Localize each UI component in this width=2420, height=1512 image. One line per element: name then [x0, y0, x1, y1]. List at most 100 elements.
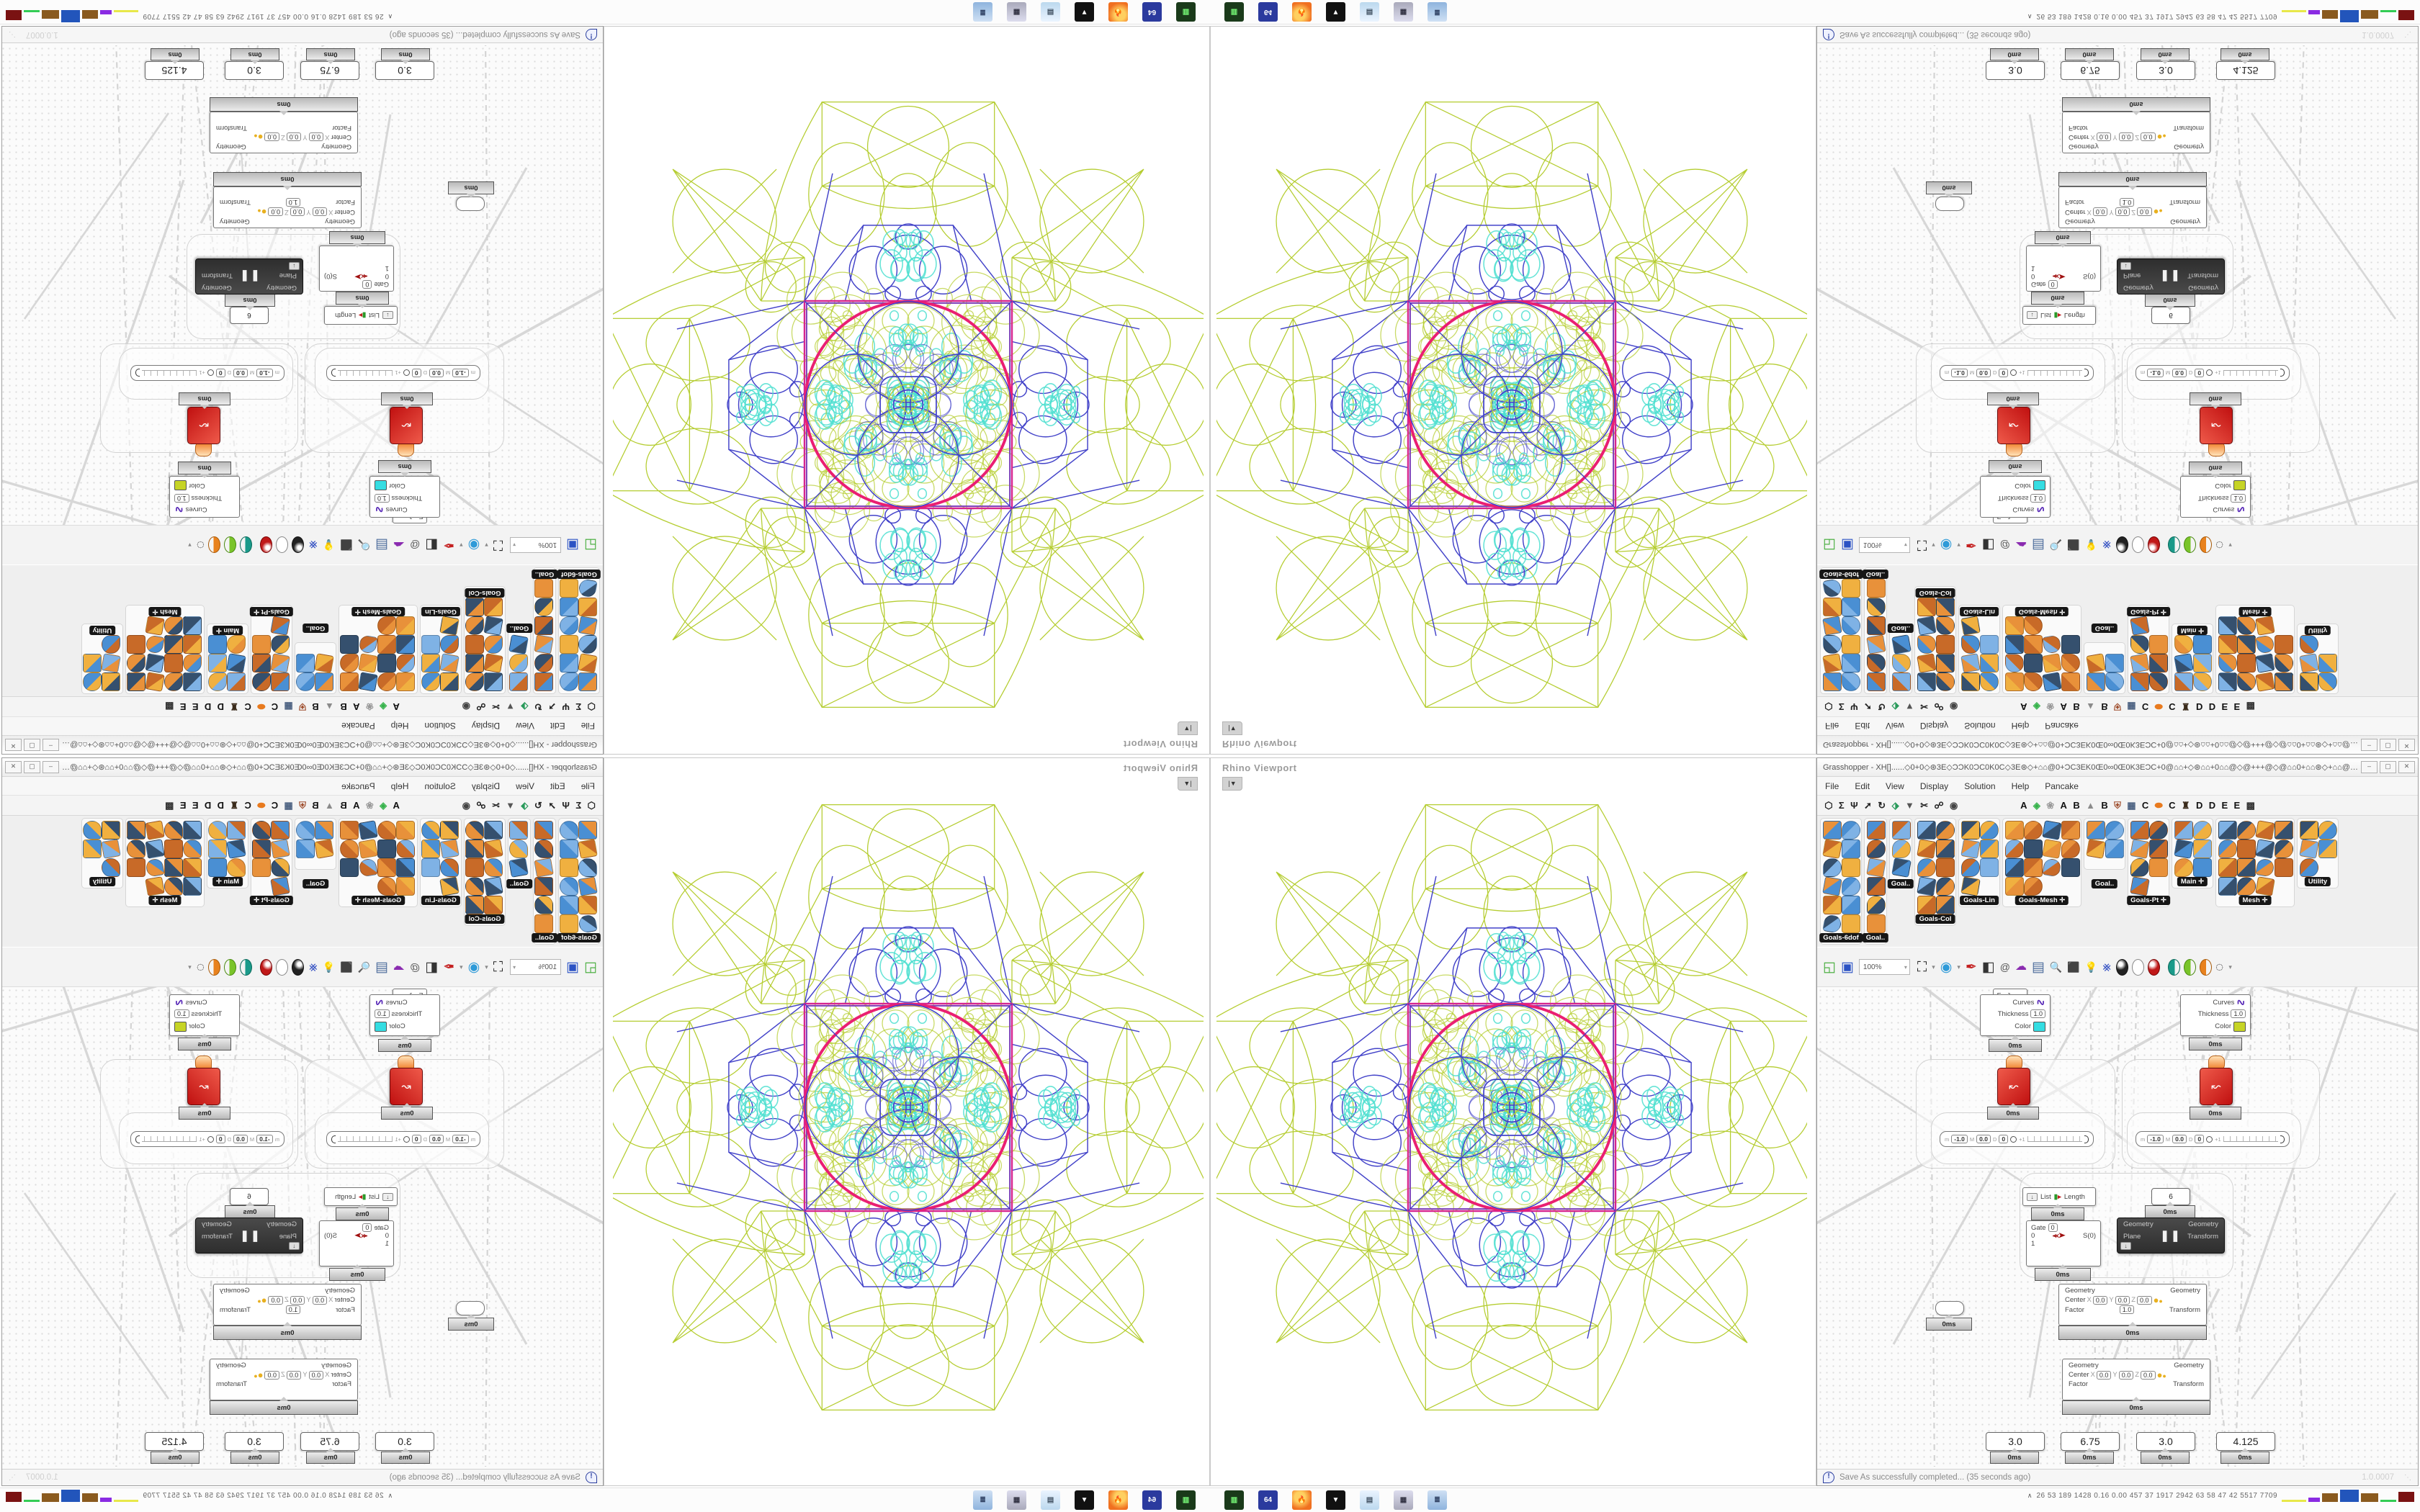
component-icon[interactable] — [421, 654, 440, 672]
component-icon[interactable] — [296, 672, 315, 691]
tab-curve[interactable]: ↻ — [1878, 800, 1886, 811]
component-icon[interactable] — [227, 858, 246, 877]
tab-plugin-c1[interactable]: C — [2141, 800, 2149, 811]
component-icon[interactable] — [102, 635, 120, 654]
display-mode-bean-icon[interactable] — [275, 958, 288, 976]
group-select-icon[interactable]: ◌ — [2215, 537, 2224, 553]
tab-plugin-checker[interactable]: ▩ — [2246, 701, 2255, 712]
tab-plugin-a2[interactable]: A — [353, 800, 360, 811]
tab-intersect[interactable]: ✂ — [491, 800, 500, 811]
sketch-pen-icon[interactable]: ✒ — [443, 959, 455, 975]
component-icon[interactable] — [2237, 840, 2256, 858]
maximize-button[interactable]: ▢ — [24, 761, 40, 773]
rhino-viewport[interactable]: Rhino Viewport |▼ — [1210, 26, 1816, 755]
taskbar-icon-notepad[interactable]: ▤ — [1041, 1490, 1060, 1510]
component-icon[interactable] — [1936, 877, 1955, 896]
menu-view[interactable]: View — [516, 721, 534, 732]
tab-mesh[interactable]: ▼ — [1904, 701, 1914, 712]
group-select-icon[interactable]: ◌ — [2215, 959, 2224, 975]
rhino-viewport[interactable]: Rhino Viewport |▼ — [604, 26, 1210, 755]
error-component[interactable]: ↜ — [1997, 407, 2030, 444]
tab-plugin-a2[interactable]: A — [353, 701, 360, 712]
viewport-collapse-button[interactable]: |▼ — [1222, 777, 1242, 791]
color-swatch[interactable] — [2033, 480, 2045, 491]
palette-group-label[interactable]: Goal.. — [506, 879, 533, 888]
component-icon[interactable] — [439, 653, 460, 673]
component-icon[interactable] — [315, 821, 333, 840]
grasshopper-titlebar[interactable]: Grasshopper - XH[]......◇0+0◇⊛3E◇ƆƆK0ƆC0… — [2, 758, 603, 777]
slider-knob[interactable] — [403, 1135, 410, 1143]
component-icon[interactable] — [2061, 840, 2080, 858]
component-icon[interactable] — [1960, 653, 1981, 673]
tab-plugin-mountain[interactable]: ▲ — [325, 800, 334, 811]
component-icon[interactable] — [439, 839, 460, 859]
menu-help[interactable]: Help — [390, 721, 409, 732]
slider-knob[interactable] — [403, 369, 410, 377]
component-icon[interactable] — [483, 876, 503, 896]
taskbar-icon-rhino-black[interactable]: ▼ — [1075, 2, 1094, 22]
component-icon[interactable] — [1917, 635, 1936, 654]
orient-component[interactable]: Geometry Geometry Plane Transform ❚❚ ↓ — [2117, 258, 2225, 294]
quality-bean-icon[interactable] — [207, 536, 220, 554]
cluster-icon[interactable]: ◧ — [1981, 537, 1995, 553]
package-icon[interactable]: ⬛ — [2067, 539, 2080, 551]
component-icon[interactable] — [2174, 839, 2194, 859]
package-icon[interactable]: ⬛ — [340, 961, 353, 973]
component-icon[interactable] — [83, 654, 102, 672]
taskbar-icon-script-blue[interactable]: ≣ — [1428, 1490, 1447, 1510]
tab-maths[interactable]: Σ — [1838, 800, 1845, 811]
tab-plugin-a1[interactable]: A — [393, 701, 400, 712]
tab-plugin-a1[interactable]: A — [2020, 800, 2027, 811]
palette-group-label[interactable]: Goals-6dof — [557, 570, 601, 579]
tab-plugin-shield[interactable]: ⛨ — [2114, 701, 2121, 712]
open-file-icon[interactable]: ◱ — [1823, 537, 1836, 553]
component-icon[interactable] — [1867, 821, 1886, 840]
component-icon[interactable] — [1980, 635, 1999, 654]
component-icon[interactable] — [421, 858, 440, 877]
display-mode-bean-icon[interactable] — [2132, 958, 2145, 976]
component-icon[interactable] — [2237, 616, 2256, 635]
menu-pancake[interactable]: Pancake — [2045, 721, 2079, 732]
component-icon[interactable] — [2237, 654, 2256, 672]
component-icon[interactable] — [2149, 840, 2168, 858]
component-icon[interactable] — [1867, 654, 1886, 672]
component-icon[interactable] — [358, 653, 378, 673]
component-icon[interactable] — [578, 821, 597, 840]
resize-grip[interactable]: ⋱ — [2404, 30, 2412, 39]
tab-plugin-b1[interactable]: B — [340, 701, 347, 712]
resize-grip[interactable]: ⋱ — [8, 1473, 16, 1482]
component-icon[interactable] — [1917, 653, 1937, 673]
tab-plugin-b1[interactable]: B — [2073, 800, 2080, 811]
zoom-level-dropdown[interactable]: 100% ▾ — [510, 537, 562, 553]
component-icon[interactable] — [2005, 821, 2024, 840]
component-icon[interactable] — [145, 858, 165, 878]
component-icon[interactable] — [2300, 635, 2318, 654]
palette-group-label[interactable]: Goals-Pt ✛ — [2127, 607, 2170, 616]
taskbar-icon-notepad[interactable]: ▤ — [1041, 2, 1060, 22]
component-icon[interactable] — [2130, 635, 2149, 654]
component-icon[interactable] — [396, 877, 415, 896]
component-icon[interactable] — [1842, 654, 1860, 672]
component-icon[interactable] — [83, 840, 102, 858]
component-icon[interactable] — [560, 840, 578, 858]
tab-plugin-grid[interactable]: ▦ — [284, 701, 293, 712]
tab-sets[interactable]: Ψ — [1850, 701, 1858, 712]
component-icon[interactable] — [465, 840, 484, 858]
menu-file[interactable]: File — [581, 721, 595, 732]
component-icon[interactable] — [2174, 858, 2193, 877]
component-icon[interactable] — [2300, 821, 2318, 840]
component-icon[interactable] — [1917, 598, 1936, 616]
open-file-icon[interactable]: ◱ — [584, 537, 597, 553]
component-icon[interactable] — [465, 821, 484, 840]
tab-transform[interactable]: ☍ — [476, 701, 486, 712]
zoom-extents-icon[interactable]: ⛶ — [493, 537, 503, 553]
tray-chevron-icon[interactable]: ∧ — [387, 1492, 393, 1499]
component-icon[interactable] — [465, 635, 484, 654]
component-icon[interactable] — [2193, 654, 2212, 672]
tab-plugin-e1[interactable]: E — [192, 800, 199, 811]
